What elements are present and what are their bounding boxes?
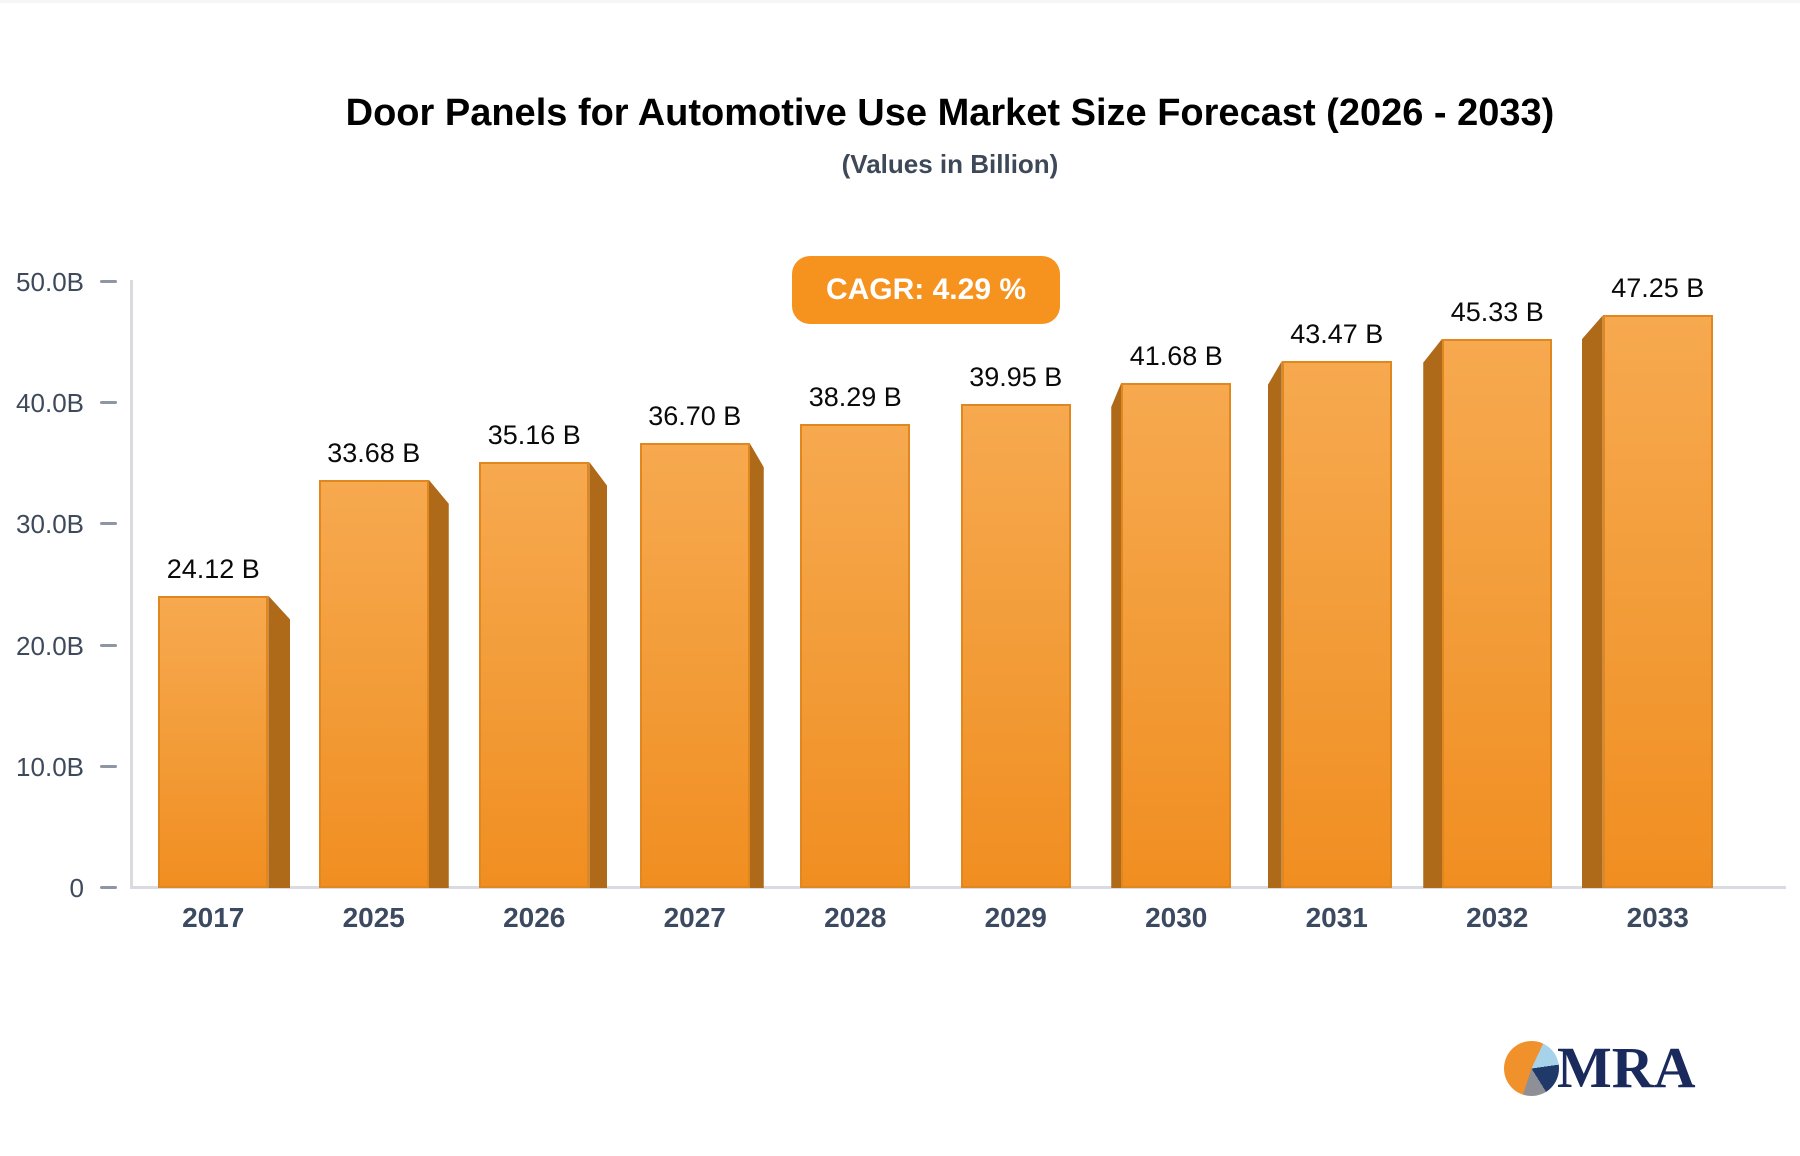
bar-value-label: 45.33 B bbox=[1450, 296, 1544, 327]
y-tick-label: 30.0B bbox=[16, 509, 84, 540]
bar-side-face bbox=[268, 595, 291, 888]
bar-2017 bbox=[158, 595, 269, 888]
chart-subtitle: (Values in Billion) bbox=[841, 149, 1059, 179]
cagr-badge: CAGR: 4.29 % bbox=[792, 256, 1060, 324]
bar-side-face bbox=[1111, 382, 1122, 888]
bar-side-face bbox=[1423, 338, 1443, 888]
bar-value-label: 38.29 B bbox=[808, 381, 902, 412]
y-tick-label: 20.0B bbox=[16, 630, 84, 661]
chart-title: Door Panels for Automotive Use Market Si… bbox=[345, 92, 1555, 134]
x-axis-label-2025: 2025 bbox=[342, 902, 405, 933]
bar-side-face bbox=[589, 461, 608, 888]
bar-value-label: 43.47 B bbox=[1290, 319, 1384, 350]
y-tick-mark bbox=[100, 764, 117, 768]
bar-2033 bbox=[1602, 315, 1713, 888]
bar-2027 bbox=[639, 443, 750, 888]
bar-value-label: 33.68 B bbox=[327, 437, 421, 468]
bar-2025 bbox=[318, 479, 429, 888]
y-tick-label: 50.0B bbox=[16, 267, 84, 297]
y-tick-mark bbox=[100, 643, 117, 647]
pie-chart-logo-icon bbox=[1504, 1040, 1559, 1096]
x-axis-line bbox=[130, 886, 1786, 889]
y-tick-label: 10.0B bbox=[16, 751, 84, 782]
mra-logo: MRA bbox=[1504, 1038, 1696, 1098]
y-axis-line bbox=[130, 280, 133, 888]
x-axis-label-2030: 2030 bbox=[1145, 902, 1208, 933]
bar-2026 bbox=[479, 461, 590, 888]
x-axis-label-2033: 2033 bbox=[1626, 902, 1689, 933]
bar-value-label: 35.16 B bbox=[487, 419, 581, 450]
y-tick-mark bbox=[100, 401, 117, 405]
x-axis-label-2017: 2017 bbox=[182, 902, 245, 933]
x-axis-label-2027: 2027 bbox=[663, 902, 726, 933]
bar-value-label: 39.95 B bbox=[969, 361, 1063, 392]
y-tick-mark bbox=[100, 522, 117, 526]
bar-side-face bbox=[428, 479, 449, 888]
bar-side-face bbox=[1267, 361, 1282, 888]
x-axis-label-2026: 2026 bbox=[503, 902, 566, 933]
title-block: Door Panels for Automotive Use Market Si… bbox=[120, 92, 1780, 180]
x-axis-label-2028: 2028 bbox=[824, 902, 887, 933]
y-tick-mark bbox=[100, 280, 117, 283]
bar-value-label: 41.68 B bbox=[1129, 340, 1223, 371]
x-axis-label-2031: 2031 bbox=[1305, 902, 1368, 933]
y-tick-label: 40.0B bbox=[16, 388, 84, 419]
bar-2032 bbox=[1442, 338, 1553, 888]
bar-2030 bbox=[1121, 382, 1232, 888]
bar-value-label: 47.25 B bbox=[1611, 273, 1705, 304]
bar-2031 bbox=[1281, 361, 1392, 888]
bar-side-face bbox=[1581, 315, 1603, 888]
bar-value-label: 24.12 B bbox=[166, 553, 260, 584]
bar-2028 bbox=[800, 423, 911, 888]
bar-side-face bbox=[749, 443, 764, 888]
bar-2029 bbox=[960, 403, 1071, 888]
logo-text: MRA bbox=[1557, 1035, 1696, 1100]
bar-value-label: 36.70 B bbox=[648, 401, 742, 432]
y-tick-mark bbox=[100, 886, 117, 889]
top-hairline bbox=[0, 0, 1800, 3]
x-axis-label-2032: 2032 bbox=[1466, 902, 1529, 933]
y-tick-label: 0 bbox=[69, 873, 84, 903]
x-axis-label-2029: 2029 bbox=[984, 902, 1047, 933]
